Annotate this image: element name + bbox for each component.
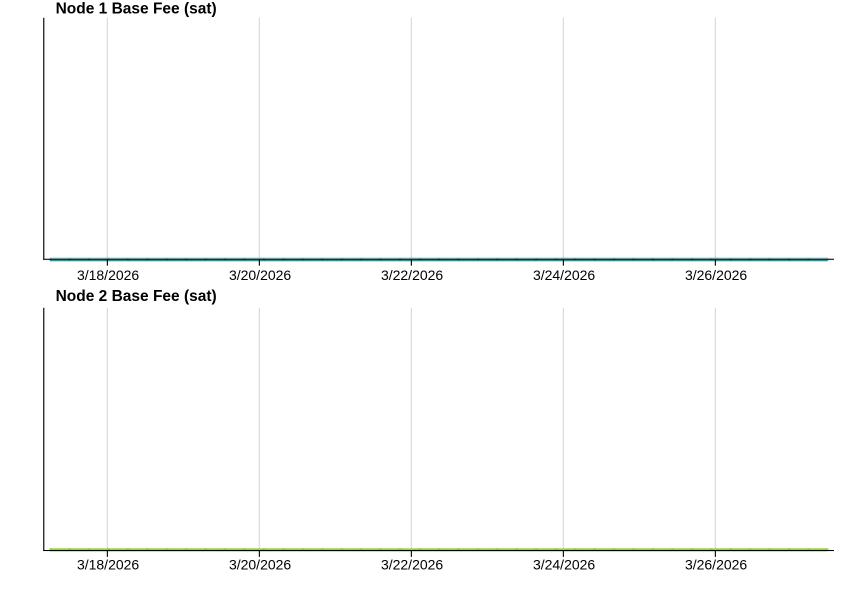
svg-text:3/24/2026: 3/24/2026 xyxy=(533,267,595,283)
svg-text:Node 1 Base Fee (sat): Node 1 Base Fee (sat) xyxy=(56,0,217,17)
svg-text:3/24/2026: 3/24/2026 xyxy=(533,556,595,572)
svg-text:Node 2 Base Fee (sat): Node 2 Base Fee (sat) xyxy=(56,288,217,305)
svg-text:3/18/2026: 3/18/2026 xyxy=(77,556,139,572)
svg-text:3/20/2026: 3/20/2026 xyxy=(229,556,291,572)
svg-text:3/22/2026: 3/22/2026 xyxy=(381,556,443,572)
svg-text:3/18/2026: 3/18/2026 xyxy=(77,267,139,283)
svg-text:3/22/2026: 3/22/2026 xyxy=(381,267,443,283)
svg-text:3/26/2026: 3/26/2026 xyxy=(685,556,747,572)
svg-text:3/20/2026: 3/20/2026 xyxy=(229,267,291,283)
svg-text:3/26/2026: 3/26/2026 xyxy=(685,267,747,283)
